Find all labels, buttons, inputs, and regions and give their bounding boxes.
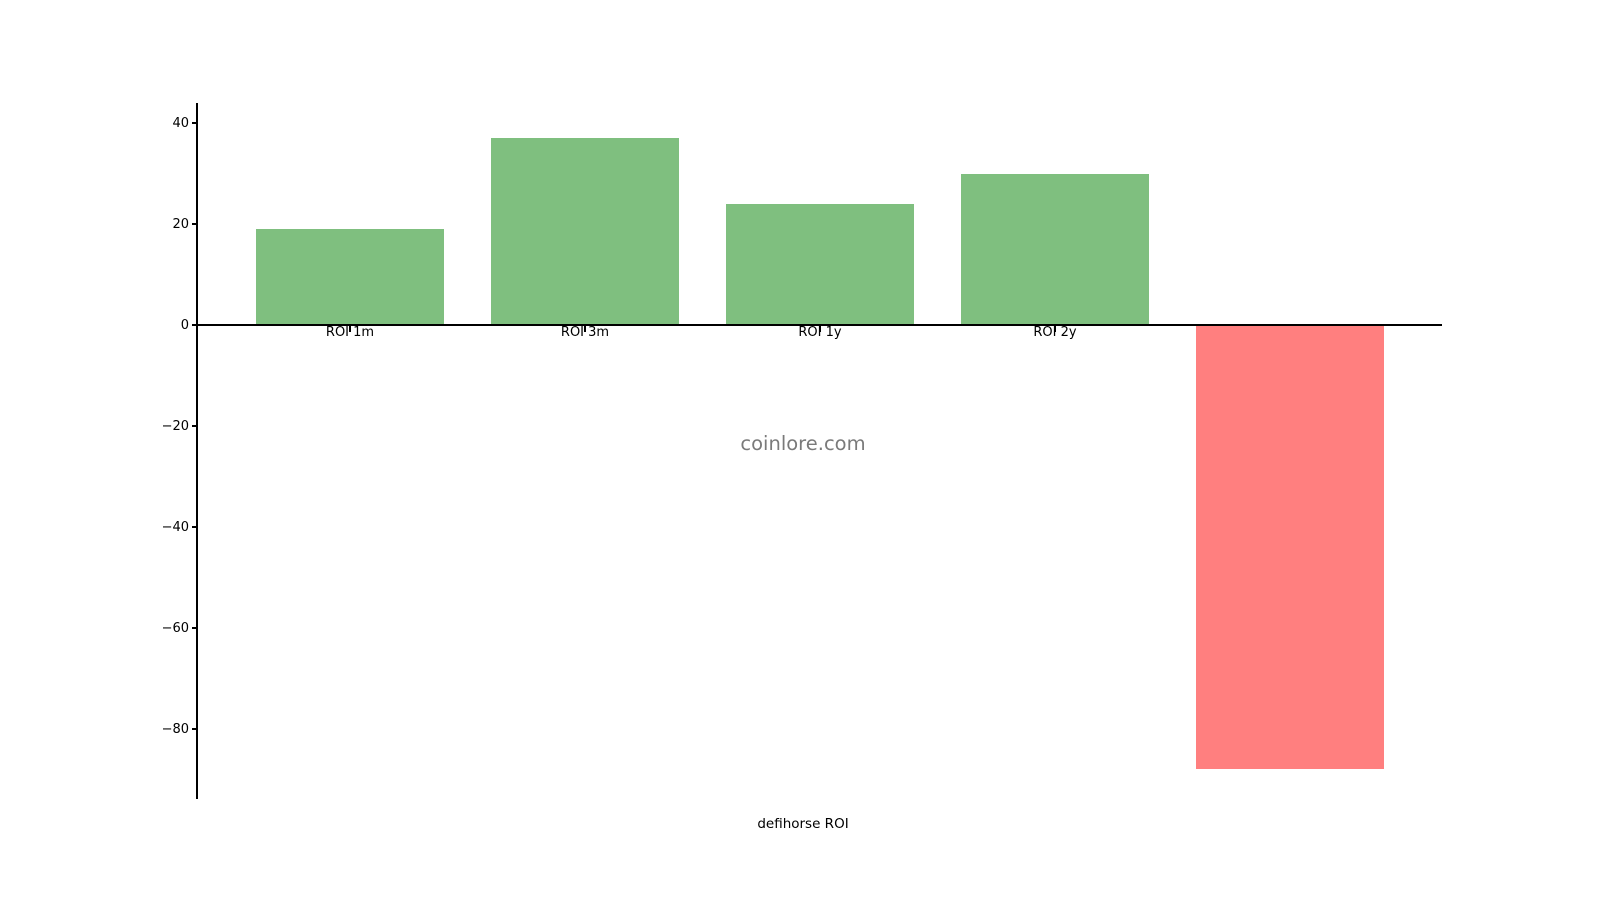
x-axis-zero-line: [197, 324, 1442, 326]
watermark-text: coinlore.com: [740, 432, 866, 455]
y-tick-label: 40: [172, 115, 189, 131]
y-tick-label: 20: [172, 216, 189, 232]
bar-roi-1m: [256, 229, 444, 325]
x-axis-title: defihorse ROI: [757, 816, 849, 832]
y-tick-mark: [192, 526, 197, 528]
y-tick-label: −60: [161, 620, 189, 636]
y-tick-label: −80: [161, 721, 189, 737]
y-tick-mark: [192, 627, 197, 629]
x-tick-label: ROI 3m: [560, 325, 610, 340]
x-tick-mark: [1054, 325, 1056, 332]
y-tick-mark: [192, 425, 197, 427]
bar-roi-3m: [491, 138, 679, 325]
y-tick-label: −40: [161, 519, 189, 535]
x-tick-mark: [584, 325, 586, 332]
x-tick-label: ROI 1y: [798, 325, 842, 340]
bar-unlabeled: [1196, 325, 1384, 770]
y-tick-mark: [192, 223, 197, 225]
x-tick-mark: [819, 325, 821, 332]
x-tick-mark: [349, 325, 351, 332]
bar-roi-2y: [961, 173, 1149, 325]
x-tick-label: ROI 1m: [325, 325, 375, 340]
y-tick-mark: [192, 324, 197, 326]
y-tick-label: 0: [180, 317, 189, 333]
y-tick-mark: [192, 122, 197, 124]
y-tick-mark: [192, 728, 197, 730]
bar-roi-1y: [726, 203, 914, 325]
x-tick-label: ROI 2y: [1033, 325, 1077, 340]
y-tick-label: −20: [161, 418, 189, 434]
y-axis-line: [196, 103, 198, 799]
